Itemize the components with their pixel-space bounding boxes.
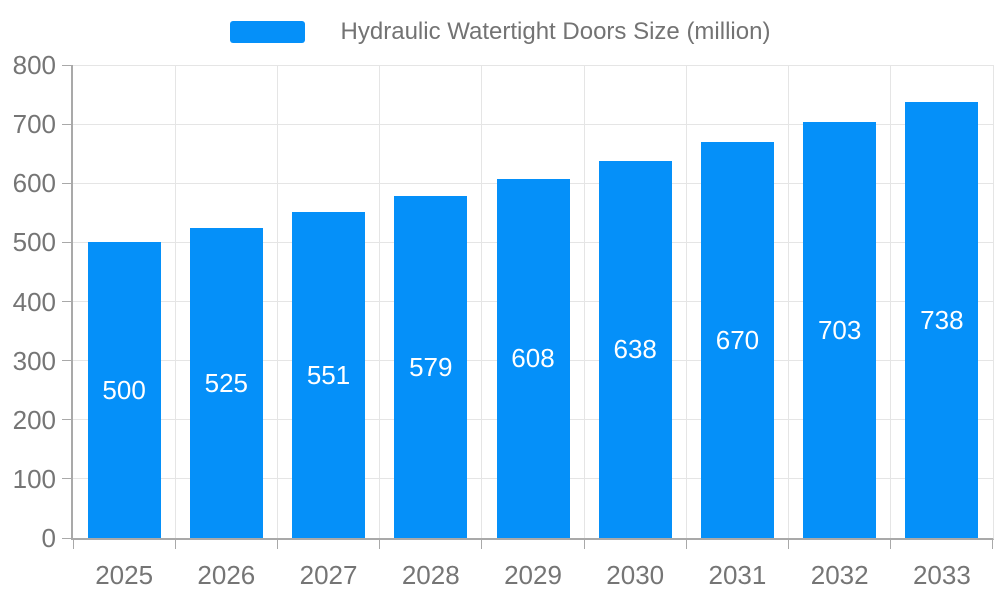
y-axis-tick-label: 400 xyxy=(12,286,56,317)
x-axis-tick xyxy=(73,540,74,549)
x-axis-tick-label: 2027 xyxy=(299,560,358,590)
bar[interactable]: 608 xyxy=(496,178,570,538)
bar[interactable]: 551 xyxy=(292,212,366,538)
y-axis-tick xyxy=(62,182,71,184)
v-gridline xyxy=(583,65,585,538)
x-axis-tick xyxy=(992,540,993,549)
v-gridline xyxy=(276,65,278,538)
y-axis-tick-label: 600 xyxy=(12,168,56,199)
bar-value-label: 670 xyxy=(715,324,760,355)
bar[interactable]: 579 xyxy=(394,195,468,538)
y-axis-tick-label: 100 xyxy=(12,463,56,494)
plot-area: 0 100 200 300 400 500 600 700 800 2025 500 2026 525 2… xyxy=(13,50,994,590)
y-axis-tick xyxy=(62,241,71,243)
legend-label: Hydraulic Watertight Doors Size (million… xyxy=(340,18,771,45)
x-axis-tick xyxy=(890,540,892,549)
h-gridline xyxy=(73,123,993,125)
y-axis-tick xyxy=(62,419,71,421)
legend-swatch xyxy=(229,21,305,43)
y-axis-tick xyxy=(62,123,71,125)
bar-value-label: 500 xyxy=(102,375,146,406)
v-gridline xyxy=(890,65,892,538)
y-axis-tick-label: 700 xyxy=(12,109,56,140)
x-axis-tick xyxy=(788,540,790,549)
legend-item[interactable]: Hydraulic Watertight Doors Size (million… xyxy=(229,18,771,46)
y-axis-tick xyxy=(62,65,71,66)
x-axis-tick xyxy=(481,540,483,549)
bar-value-label: 738 xyxy=(920,304,964,335)
v-gridline xyxy=(174,65,176,538)
x-axis-tick-label: 2031 xyxy=(708,560,767,590)
x-axis-tick-label: 2026 xyxy=(197,560,256,590)
bar-value-label: 608 xyxy=(511,343,555,374)
h-gridline xyxy=(73,65,993,66)
v-gridline xyxy=(481,65,483,538)
bar[interactable]: 703 xyxy=(803,122,877,538)
y-axis-tick-label: 800 xyxy=(12,50,56,80)
y-axis-tick xyxy=(62,360,71,362)
x-axis-tick xyxy=(685,540,687,549)
x-axis-tick-label: 2025 xyxy=(95,560,154,590)
bar-value-label: 703 xyxy=(817,315,862,346)
v-gridline xyxy=(788,65,790,538)
bar[interactable]: 670 xyxy=(700,141,774,538)
v-gridline xyxy=(379,65,381,538)
x-axis-tick xyxy=(379,540,381,549)
x-axis-tick-label: 2028 xyxy=(401,560,460,590)
y-axis-tick xyxy=(62,478,71,480)
bar-value-label: 525 xyxy=(204,367,249,398)
y-axis-tick-label: 300 xyxy=(12,345,56,376)
y-axis-tick-label: 0 xyxy=(41,523,56,553)
y-axis-tick-label: 500 xyxy=(12,227,56,258)
x-axis-tick xyxy=(583,540,585,549)
legend: Hydraulic Watertight Doors Size (million… xyxy=(0,18,1000,46)
y-axis-tick-label: 200 xyxy=(12,404,56,435)
bar[interactable]: 500 xyxy=(87,242,161,538)
bar[interactable]: 738 xyxy=(905,101,979,538)
x-axis-tick xyxy=(174,540,176,549)
bar-value-label: 551 xyxy=(306,360,351,391)
x-axis-tick xyxy=(276,540,278,549)
x-axis-tick-label: 2030 xyxy=(606,560,665,590)
x-axis-tick-label: 2029 xyxy=(504,560,562,590)
bar-value-label: 638 xyxy=(613,334,657,365)
bar-value-label: 579 xyxy=(409,351,453,382)
y-axis-tick xyxy=(62,537,71,539)
bar[interactable]: 638 xyxy=(598,160,672,538)
v-gridline xyxy=(685,65,687,538)
bar[interactable]: 525 xyxy=(189,227,263,538)
x-axis-tick-label: 2033 xyxy=(912,560,971,590)
y-axis-tick xyxy=(62,301,71,302)
x-axis-tick-label: 2032 xyxy=(810,560,869,590)
